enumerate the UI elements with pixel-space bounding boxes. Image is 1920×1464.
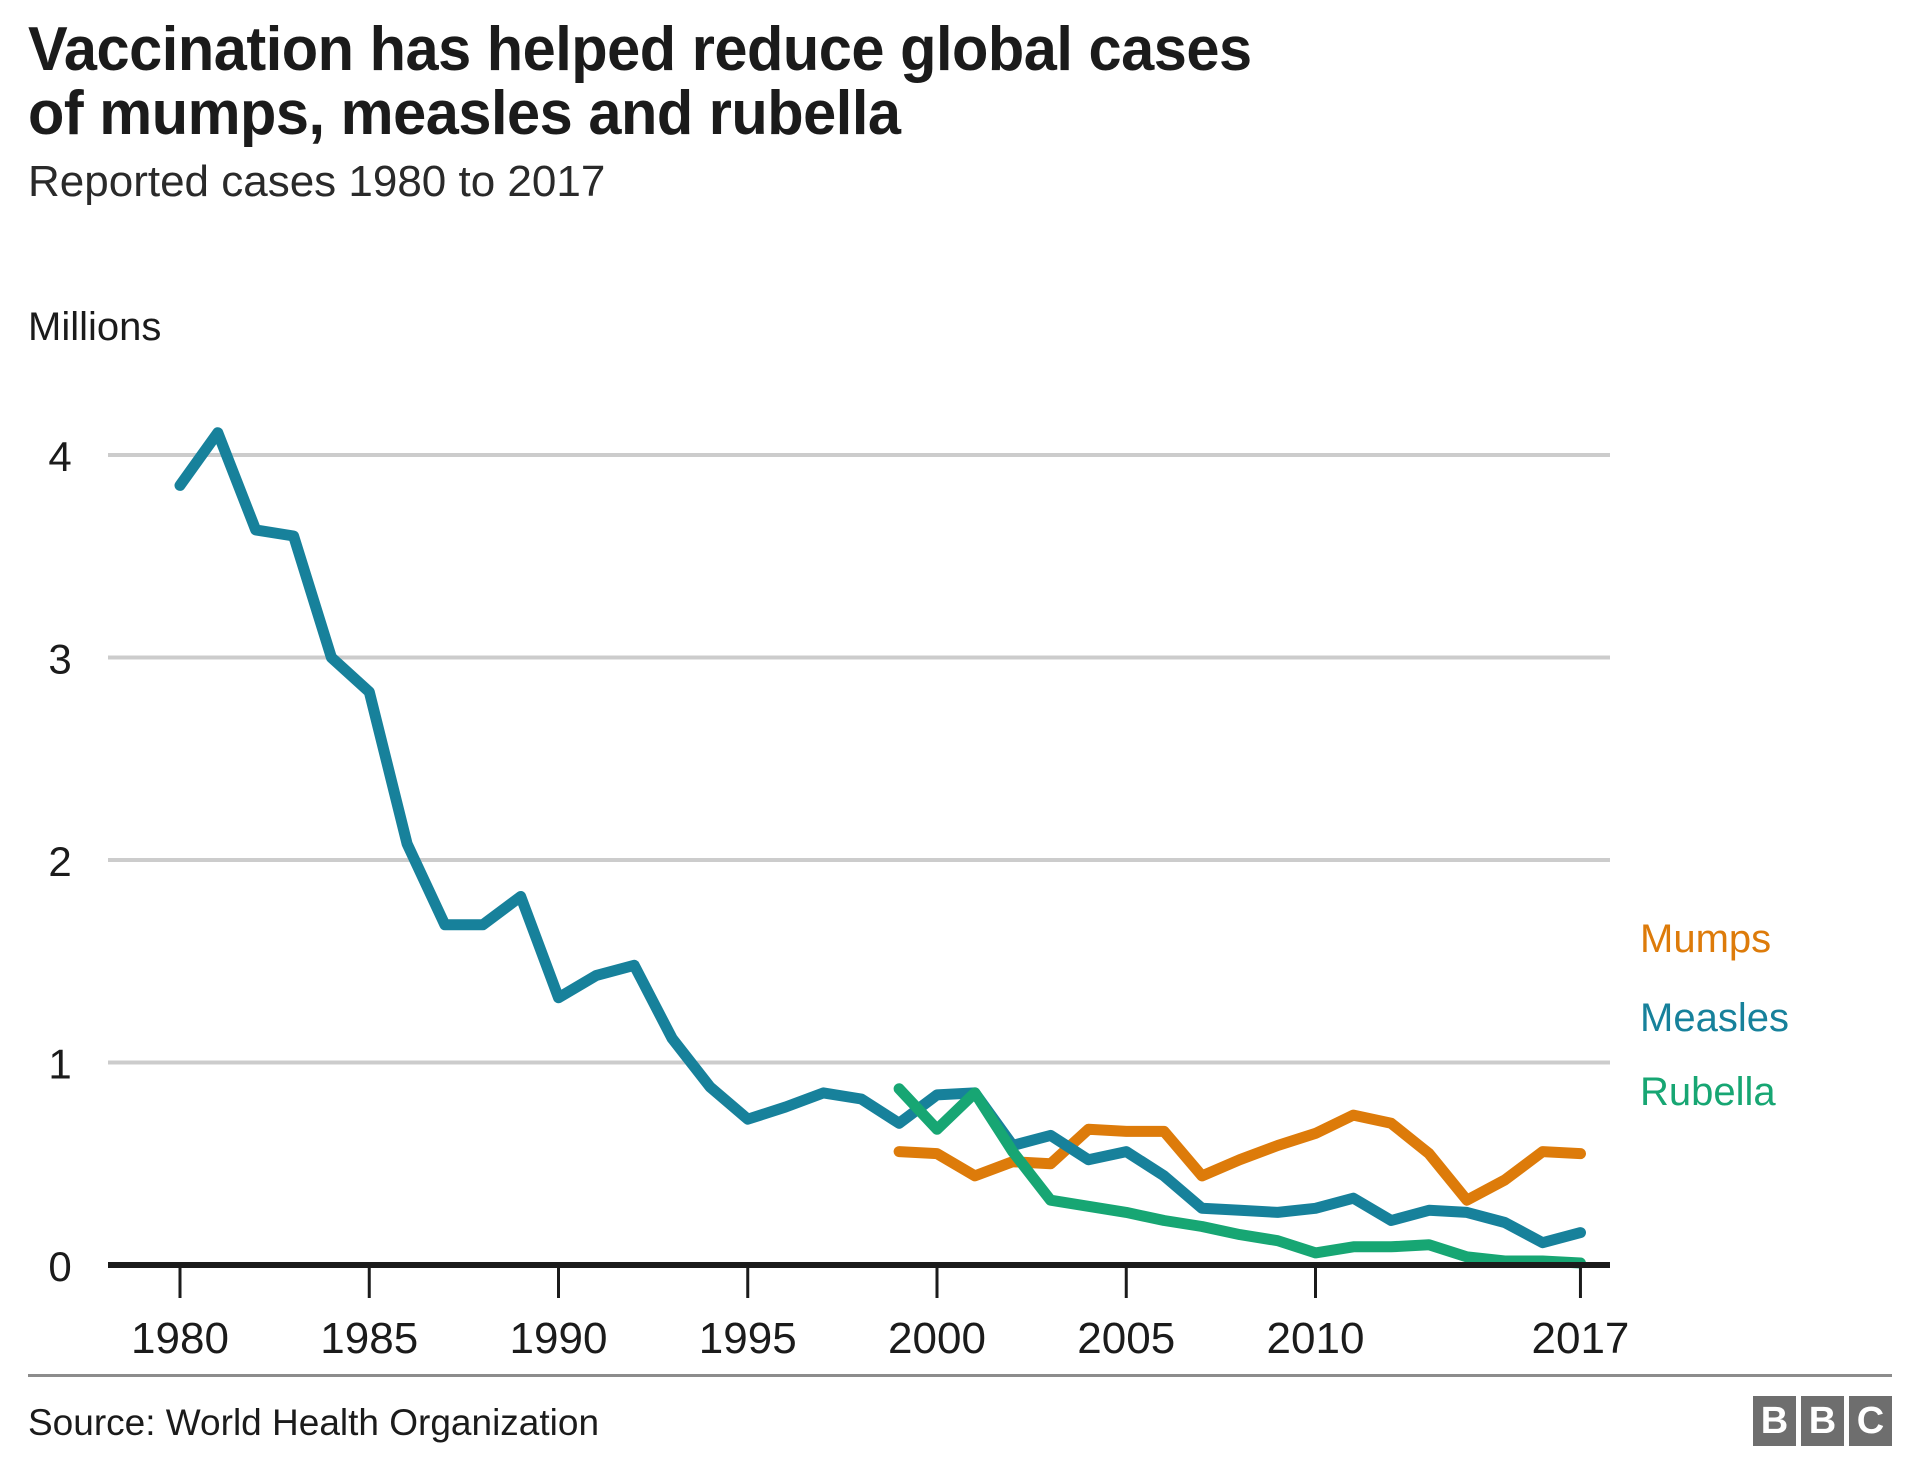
source-attribution: Source: World Health Organization — [28, 1402, 600, 1443]
legend-item-measles: Measles — [1640, 996, 1789, 1040]
legend-item-rubella: Rubella — [1640, 1070, 1776, 1114]
y-axis-units-label: Millions — [28, 305, 161, 349]
x-tick-label: 1980 — [131, 1314, 229, 1360]
gridlines — [108, 453, 1610, 1065]
footer-divider — [28, 1374, 1892, 1377]
bbc-logo-letter-2: B — [1801, 1396, 1844, 1446]
page-title: Vaccination has helped reduce global cas… — [28, 15, 1252, 148]
line-chart: Millions 0 1 2 3 4 1980 1985 1990 1995 2000 2005 2… — [28, 305, 1789, 1360]
legend-item-mumps: Mumps — [1640, 917, 1771, 961]
x-axis-tick-labels: 1980 1985 1990 1995 2000 2005 2010 2017 — [131, 1314, 1629, 1360]
bbc-logo-letter-1: B — [1753, 1396, 1796, 1446]
x-tick-label: 2005 — [1077, 1314, 1175, 1360]
series-lines — [174, 427, 1586, 1269]
x-tick-label: 2010 — [1267, 1314, 1365, 1360]
y-tick-label: 3 — [48, 636, 71, 683]
series-line-rubella — [893, 1083, 1586, 1269]
page-subtitle: Reported cases 1980 to 2017 — [28, 156, 606, 206]
x-tick-label: 2000 — [888, 1314, 986, 1360]
series-line-measles — [174, 427, 1586, 1249]
x-axis-ticks — [178, 1268, 1582, 1298]
bbc-logo: B B C — [1753, 1396, 1892, 1446]
x-tick-label: 1985 — [320, 1314, 418, 1360]
x-tick-label: 1995 — [699, 1314, 797, 1360]
x-tick-label: 2017 — [1532, 1314, 1630, 1360]
y-axis-tick-labels: 0 1 2 3 4 — [48, 433, 71, 1290]
chart-container: Millions 0 1 2 3 4 1980 1985 1990 1995 2000 2005 2… — [0, 300, 1920, 1360]
bbc-logo-letter-3: C — [1849, 1396, 1892, 1446]
chart-footer: Source: World Health Organization B B C — [0, 1374, 1920, 1464]
y-tick-label: 1 — [48, 1041, 71, 1088]
y-tick-label: 4 — [48, 433, 71, 480]
x-tick-label: 1990 — [510, 1314, 608, 1360]
y-tick-label: 2 — [48, 838, 71, 885]
series-line-mumps — [893, 1109, 1586, 1206]
y-tick-label: 0 — [48, 1243, 71, 1290]
chart-legend: Mumps Measles Rubella — [1640, 917, 1789, 1114]
